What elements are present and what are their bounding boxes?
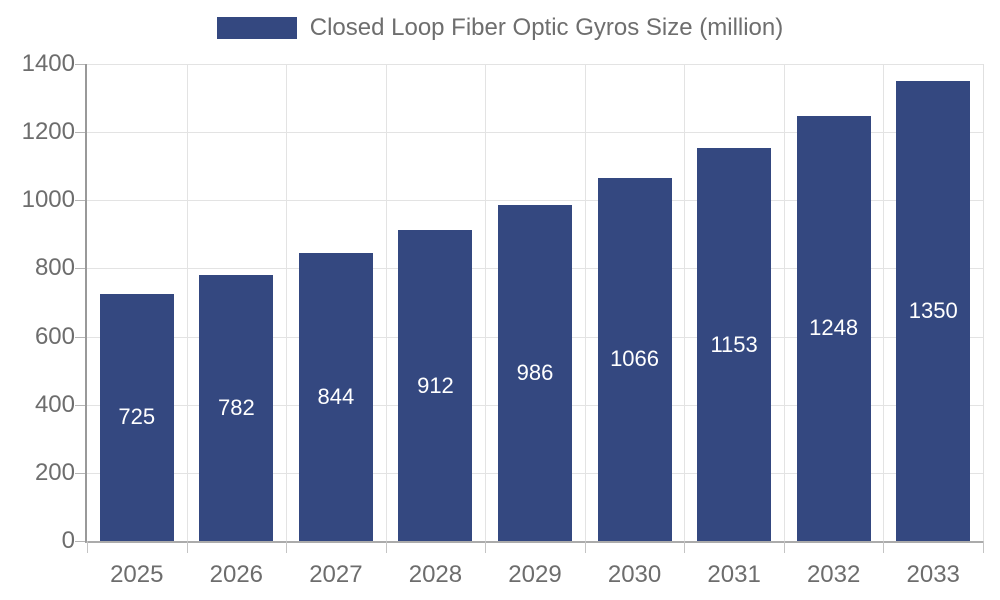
bar-2026: 782 [199, 274, 274, 541]
y-tick-label: 1000 [21, 186, 75, 214]
x-axis-tick [983, 541, 984, 553]
legend[interactable]: Closed Loop Fiber Optic Gyros Size (mill… [0, 14, 1000, 42]
bar-2031: 1153 [697, 148, 772, 541]
x-tick-label: 2027 [309, 561, 363, 588]
bar-2033: 1350 [896, 81, 971, 541]
bar-value-label: 725 [118, 404, 156, 430]
x-axis-tick [87, 541, 88, 553]
bar-2027: 844 [298, 253, 373, 541]
v-gridline [584, 64, 586, 541]
v-gridline [684, 64, 686, 541]
legend-label: Closed Loop Fiber Optic Gyros Size (mill… [309, 14, 784, 41]
y-axis-tick [75, 64, 85, 65]
v-gridline [186, 64, 188, 541]
x-axis-tick [883, 541, 885, 553]
x-axis-tick [485, 541, 487, 553]
x-tick-label: 2026 [209, 561, 264, 588]
h-gridline [87, 200, 983, 202]
bar-2025: 725 [99, 293, 174, 541]
legend-swatch [216, 17, 297, 39]
bar-value-label: 844 [317, 384, 355, 410]
x-tick-label: 2028 [408, 561, 463, 588]
x-tick-label: 2033 [906, 561, 960, 588]
x-tick-label: 2025 [110, 561, 164, 588]
plot-area: 725 782 844 912 986 1066 1153 1248 1350 [75, 64, 984, 553]
bar-value-label: 1350 [908, 298, 958, 324]
x-axis-tick [783, 541, 785, 553]
x-tick-label: 2031 [707, 561, 761, 588]
y-axis-tick [75, 132, 85, 134]
y-tick-label: 1400 [21, 50, 75, 77]
x-tick-label: 2029 [508, 561, 562, 588]
bar-value-label: 986 [516, 360, 554, 386]
bar-2028: 912 [398, 230, 473, 541]
x-axis-tick [584, 541, 586, 553]
bar-value-label: 1248 [809, 315, 859, 341]
y-axis-tick [75, 336, 85, 338]
bar-value-label: 782 [217, 394, 255, 420]
v-gridline [385, 64, 387, 541]
bar-2032: 1248 [796, 115, 871, 541]
h-gridline [87, 64, 983, 65]
x-axis-tick [286, 541, 288, 553]
x-tick-label: 2032 [806, 561, 861, 588]
v-gridline [485, 64, 487, 541]
y-tick-label: 600 [34, 322, 75, 350]
bar-value-label: 1153 [710, 331, 758, 357]
y-axis-tick [75, 404, 85, 406]
h-gridline [87, 132, 983, 134]
v-gridline [286, 64, 288, 541]
x-axis-tick [186, 541, 188, 553]
y-axis-tick [75, 472, 85, 474]
y-tick-label: 0 [61, 527, 75, 554]
bar-value-label: 1066 [610, 346, 660, 372]
x-tick-label: 2030 [607, 561, 662, 588]
v-gridline [783, 64, 785, 541]
v-gridline [883, 64, 885, 541]
y-tick-label: 200 [34, 458, 75, 486]
y-axis-tick [75, 268, 85, 270]
y-tick-label: 1200 [21, 118, 75, 146]
x-axis-tick [385, 541, 387, 553]
bar-value-label: 912 [417, 372, 454, 398]
bar-2030: 1066 [597, 177, 672, 541]
y-axis-tick [75, 200, 85, 202]
y-axis-tick [75, 541, 85, 542]
y-tick-label: 400 [34, 390, 75, 418]
x-axis-tick [684, 541, 686, 553]
y-tick-label: 800 [34, 254, 75, 282]
bar-2029: 986 [498, 205, 572, 541]
